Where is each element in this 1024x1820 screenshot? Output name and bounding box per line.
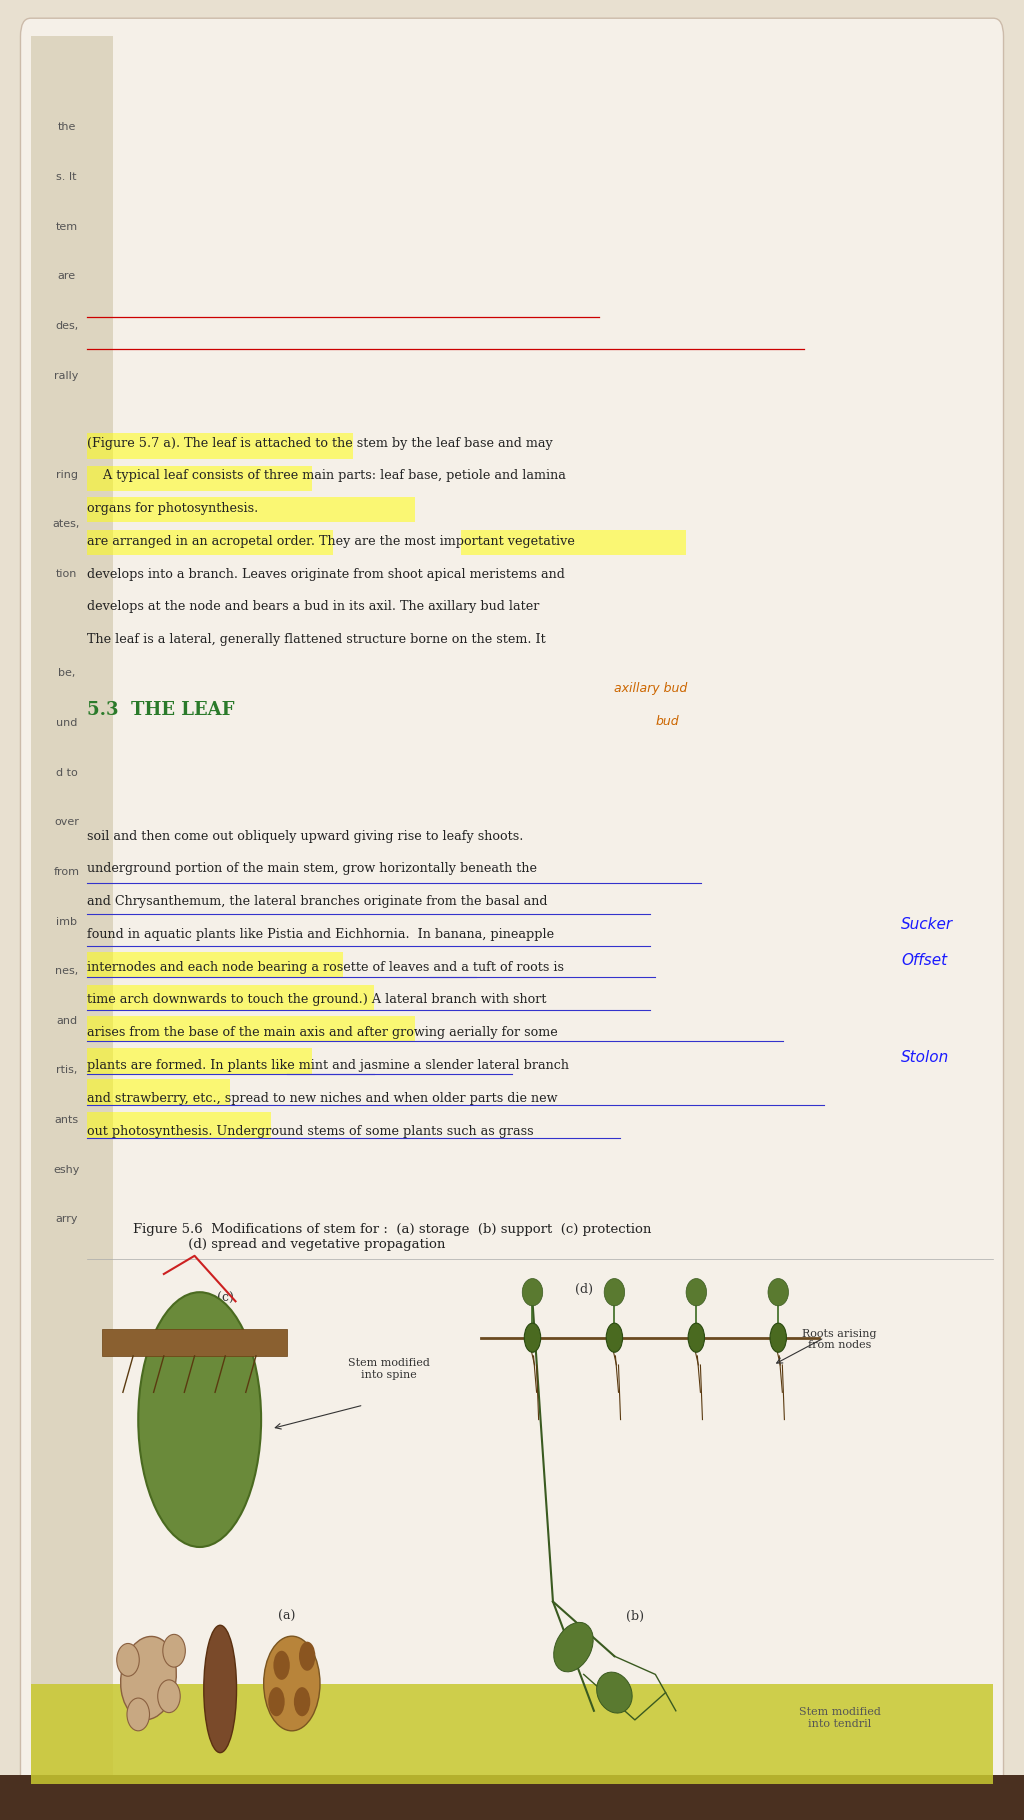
Circle shape xyxy=(524,1323,541,1352)
Bar xyxy=(87,433,353,459)
Circle shape xyxy=(770,1323,786,1352)
Text: found in aquatic plants like Pistia and Eichhornia.  In banana, pineapple: found in aquatic plants like Pistia and … xyxy=(87,928,554,941)
Text: (Figure 5.7 a). The leaf is attached to the stem by the leaf base and may: (Figure 5.7 a). The leaf is attached to … xyxy=(87,437,553,450)
Circle shape xyxy=(268,1687,285,1716)
Ellipse shape xyxy=(597,1673,632,1713)
Text: (d): (d) xyxy=(574,1283,593,1296)
Text: and Chrysanthemum, the lateral branches originate from the basal and: and Chrysanthemum, the lateral branches … xyxy=(87,895,548,908)
Text: s. It: s. It xyxy=(56,173,77,182)
Text: ants: ants xyxy=(54,1116,79,1125)
Ellipse shape xyxy=(204,1625,237,1753)
Circle shape xyxy=(688,1323,705,1352)
Text: ring: ring xyxy=(55,470,78,480)
Text: imb: imb xyxy=(56,917,77,926)
Text: Figure 5.6  Modifications of stem for :  (a) storage  (b) support  (c) protectio: Figure 5.6 Modifications of stem for : (… xyxy=(133,1223,651,1250)
Bar xyxy=(102,1329,287,1356)
Text: bud: bud xyxy=(655,715,679,728)
Text: A typical leaf consists of three main parts: leaf base, petiole and lamina: A typical leaf consists of three main pa… xyxy=(87,470,566,482)
Ellipse shape xyxy=(121,1636,176,1720)
Text: Stem modified
into tendril: Stem modified into tendril xyxy=(799,1707,881,1729)
Bar xyxy=(87,530,333,555)
Text: ates,: ates, xyxy=(53,519,80,530)
Text: develops into a branch. Leaves originate from shoot apical meristems and: develops into a branch. Leaves originate… xyxy=(87,568,565,581)
Text: 5.3  THE LEAF: 5.3 THE LEAF xyxy=(87,701,234,719)
Text: and strawberry, etc., spread to new niches and when older parts die new: and strawberry, etc., spread to new nich… xyxy=(87,1092,557,1105)
Text: soil and then come out obliquely upward giving rise to leafy shoots.: soil and then come out obliquely upward … xyxy=(87,830,523,843)
Text: internodes and each node bearing a rosette of leaves and a tuft of roots is: internodes and each node bearing a roset… xyxy=(87,961,564,974)
Text: plants are formed. In plants like mint and jasmine a slender lateral branch: plants are formed. In plants like mint a… xyxy=(87,1059,569,1072)
FancyBboxPatch shape xyxy=(20,18,1004,1802)
Circle shape xyxy=(299,1642,315,1671)
Text: The leaf is a lateral, generally flattened structure borne on the stem. It: The leaf is a lateral, generally flatten… xyxy=(87,633,546,646)
Ellipse shape xyxy=(768,1278,788,1307)
Text: Stem modified
into spine: Stem modified into spine xyxy=(348,1358,430,1380)
Text: underground portion of the main stem, grow horizontally beneath the: underground portion of the main stem, gr… xyxy=(87,863,537,875)
Text: are: are xyxy=(57,271,76,282)
Ellipse shape xyxy=(686,1278,707,1307)
Text: over: over xyxy=(54,817,79,828)
Ellipse shape xyxy=(163,1634,185,1667)
Ellipse shape xyxy=(117,1643,139,1676)
Text: rally: rally xyxy=(54,371,79,380)
Text: organs for photosynthesis.: organs for photosynthesis. xyxy=(87,502,258,515)
Bar xyxy=(87,985,374,1010)
Bar xyxy=(87,497,415,522)
Text: nes,: nes, xyxy=(55,966,78,976)
Text: rtis,: rtis, xyxy=(56,1065,77,1076)
Ellipse shape xyxy=(522,1278,543,1307)
Bar xyxy=(87,1112,271,1138)
Text: Sucker: Sucker xyxy=(901,917,953,932)
Text: the: the xyxy=(57,122,76,133)
Text: (b): (b) xyxy=(626,1611,644,1623)
Bar xyxy=(87,466,312,491)
Bar xyxy=(31,36,113,1784)
Ellipse shape xyxy=(604,1278,625,1307)
Bar xyxy=(461,530,686,555)
Text: arry: arry xyxy=(55,1214,78,1225)
Text: arises from the base of the main axis and after growing aerially for some: arises from the base of the main axis an… xyxy=(87,1026,558,1039)
Text: und: und xyxy=(56,719,77,728)
Circle shape xyxy=(294,1687,310,1716)
Circle shape xyxy=(606,1323,623,1352)
Text: Offset: Offset xyxy=(901,954,947,968)
Text: (a): (a) xyxy=(279,1611,295,1623)
Bar xyxy=(87,952,343,977)
Ellipse shape xyxy=(263,1636,319,1731)
Text: time arch downwards to touch the ground.) A lateral branch with short: time arch downwards to touch the ground.… xyxy=(87,994,547,1006)
Text: Roots arising
from nodes: Roots arising from nodes xyxy=(803,1329,877,1350)
Bar xyxy=(31,1684,993,1784)
Circle shape xyxy=(273,1651,290,1680)
Bar xyxy=(87,1016,415,1041)
Ellipse shape xyxy=(158,1680,180,1713)
Text: Stolon: Stolon xyxy=(901,1050,949,1065)
Text: and: and xyxy=(56,1016,77,1026)
Text: axillary bud: axillary bud xyxy=(614,682,688,695)
Text: out photosynthesis. Underground stems of some plants such as grass: out photosynthesis. Underground stems of… xyxy=(87,1125,534,1138)
Text: d to: d to xyxy=(55,768,78,777)
Text: tem: tem xyxy=(55,222,78,231)
Bar xyxy=(87,1048,312,1074)
Ellipse shape xyxy=(138,1292,261,1547)
Bar xyxy=(87,1079,230,1105)
Text: des,: des, xyxy=(55,320,78,331)
Bar xyxy=(0,1774,1024,1820)
Text: eshy: eshy xyxy=(53,1165,80,1174)
Ellipse shape xyxy=(127,1698,150,1731)
Ellipse shape xyxy=(554,1622,593,1673)
Text: (c): (c) xyxy=(217,1292,233,1305)
Text: develops at the node and bears a bud in its axil. The axillary bud later: develops at the node and bears a bud in … xyxy=(87,601,540,613)
Text: from: from xyxy=(53,866,80,877)
Text: are arranged in an acropetal order. They are the most important vegetative: are arranged in an acropetal order. They… xyxy=(87,535,574,548)
Text: be,: be, xyxy=(58,668,75,679)
Text: tion: tion xyxy=(56,570,77,579)
